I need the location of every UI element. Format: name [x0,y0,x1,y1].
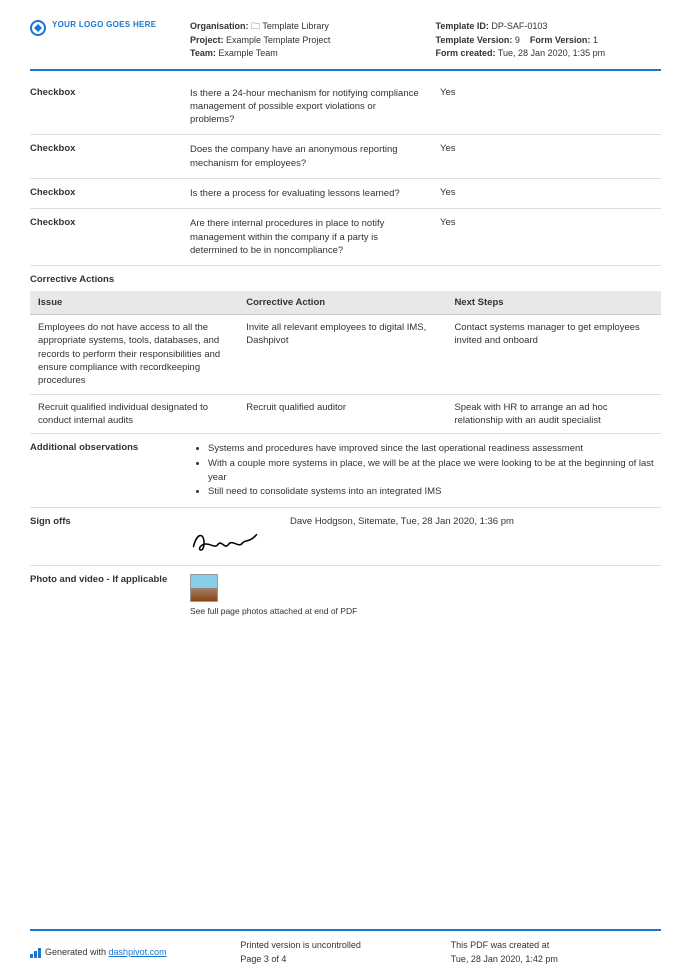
photo-label: Photo and video - If applicable [30,574,190,616]
org-label: Organisation: [190,21,249,31]
org-value: 🗀 Template Library [251,21,329,31]
photo-content: See full page photos attached at end of … [190,574,661,616]
logo-icon [30,20,46,36]
checkbox-row: CheckboxIs there a 24-hour mechanism for… [30,79,661,136]
checkbox-label: Checkbox [30,217,190,257]
table-row: Employees do not have access to all the … [30,315,661,394]
checkbox-question: Is there a 24-hour mechanism for notifyi… [190,87,440,127]
checkbox-row: CheckboxDoes the company have an anonymo… [30,135,661,179]
signature-box: Dave Hodgson, Sitemate, Tue, 28 Jan 2020… [190,516,661,557]
signoff-meta: Dave Hodgson, Sitemate, Tue, 28 Jan 2020… [290,516,661,527]
form-created-value: Tue, 28 Jan 2020, 1:35 pm [498,48,605,58]
signature-icon [190,529,260,557]
observations-row: Additional observations Systems and proc… [30,434,661,508]
footer-printed: Printed version is uncontrolled Page 3 o… [240,939,450,966]
checkbox-answer: Yes [440,217,456,257]
document-footer: Generated with dashpivot.com Printed ver… [30,929,661,966]
dashpivot-link[interactable]: dashpivot.com [109,947,167,957]
table-cell: Speak with HR to arrange an ad hoc relat… [446,394,661,434]
checkbox-question: Is there a process for evaluating lesson… [190,187,440,200]
table-cell: Recruit qualified auditor [238,394,446,434]
meta-left: Organisation: 🗀 Template Library Project… [190,20,416,61]
observations-content: Systems and procedures have improved sin… [190,442,661,499]
form-created-label: Form created: [436,48,496,58]
table-row: Recruit qualified individual designated … [30,394,661,434]
checkbox-question: Does the company have an anonymous repor… [190,143,440,170]
created-line1: This PDF was created at [451,939,661,953]
document-header: YOUR LOGO GOES HERE Organisation: 🗀 Temp… [30,20,661,71]
checkbox-row: CheckboxAre there internal procedures in… [30,209,661,266]
signoff-label: Sign offs [30,516,190,557]
footer-generated: Generated with dashpivot.com [30,939,240,966]
observation-item: Still need to consolidate systems into a… [208,485,661,499]
bars-icon [30,948,41,958]
printed-line1: Printed version is uncontrolled [240,939,450,953]
created-line2: Tue, 28 Jan 2020, 1:42 pm [451,953,661,967]
corrective-actions-table: IssueCorrective ActionNext Steps Employe… [30,291,661,434]
project-value: Example Template Project [226,35,330,45]
form-version-value: 1 [593,35,598,45]
checkbox-answer: Yes [440,187,456,200]
team-label: Team: [190,48,216,58]
observation-item: Systems and procedures have improved sin… [208,442,661,456]
template-version-value: 9 [515,35,520,45]
signoff-row: Sign offs Dave Hodgson, Sitemate, Tue, 2… [30,508,661,566]
checkbox-answer: Yes [440,143,456,170]
checkbox-row: CheckboxIs there a process for evaluatin… [30,179,661,209]
table-cell: Contact systems manager to get employees… [446,315,661,394]
table-header: Issue [30,291,238,315]
checkbox-label: Checkbox [30,187,190,200]
generated-prefix: Generated with [45,947,109,957]
table-cell: Invite all relevant employees to digital… [238,315,446,394]
logo-area: YOUR LOGO GOES HERE [30,20,190,61]
template-id-label: Template ID: [436,21,489,31]
template-version-label: Template Version: [436,35,513,45]
logo-placeholder-text: YOUR LOGO GOES HERE [52,20,156,29]
team-value: Example Team [218,48,277,58]
checkbox-answer: Yes [440,87,456,127]
footer-created: This PDF was created at Tue, 28 Jan 2020… [451,939,661,966]
table-header: Next Steps [446,291,661,315]
photo-row: Photo and video - If applicable See full… [30,566,661,624]
photo-caption: See full page photos attached at end of … [190,606,661,616]
meta-right: Template ID: DP-SAF-0103 Template Versio… [436,20,662,61]
observation-item: With a couple more systems in place, we … [208,457,661,486]
corrective-actions-title: Corrective Actions [30,266,661,291]
printed-line2: Page 3 of 4 [240,953,450,967]
table-cell: Employees do not have access to all the … [30,315,238,394]
table-cell: Recruit qualified individual designated … [30,394,238,434]
checkbox-label: Checkbox [30,87,190,127]
project-label: Project: [190,35,224,45]
template-id-value: DP-SAF-0103 [491,21,547,31]
checkbox-question: Are there internal procedures in place t… [190,217,440,257]
form-version-label: Form Version: [530,35,591,45]
checkbox-label: Checkbox [30,143,190,170]
table-header: Corrective Action [238,291,446,315]
header-meta: Organisation: 🗀 Template Library Project… [190,20,661,61]
photo-thumbnail-icon [190,574,218,602]
observations-label: Additional observations [30,442,190,499]
